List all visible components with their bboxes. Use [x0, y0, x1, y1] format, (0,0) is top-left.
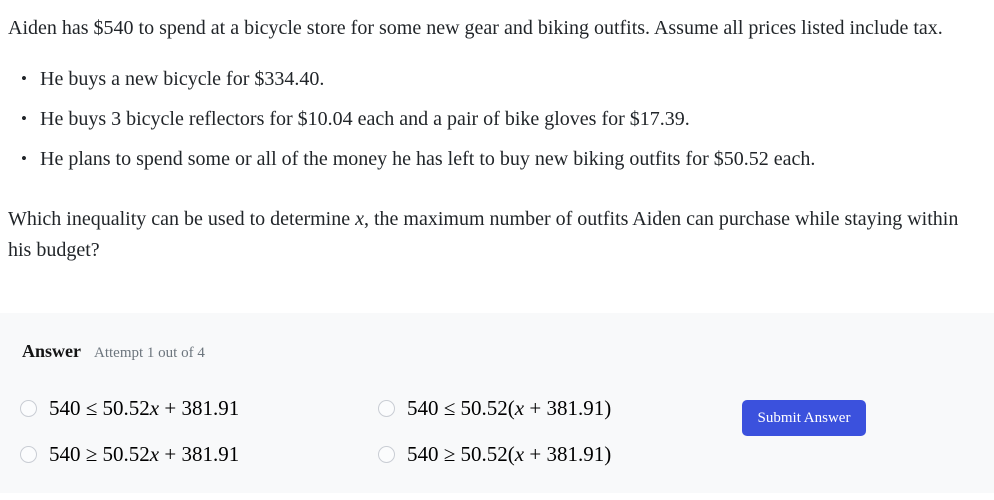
answer-option-3[interactable]: 540 ≥ 50.52x + 381.91 [20, 439, 378, 469]
question-text: , the maximum number of outfits Aiden ca… [8, 208, 959, 261]
math-text: + 381.91 [159, 441, 240, 466]
problem-bullet-list: • He buys a new bicycle for $334.40. • H… [8, 64, 968, 175]
problem-intro: Aiden has $540 to spend at a bicycle sto… [8, 17, 943, 39]
math-variable: x [149, 441, 160, 466]
radio-button-icon[interactable] [378, 445, 395, 463]
math-variable: x [355, 208, 364, 230]
answer-header: Answer Attempt 1 out of 4 [22, 341, 205, 362]
list-item: • He buys 3 bicycle reflectors for $10.0… [8, 104, 968, 135]
radio-button-icon[interactable] [20, 399, 37, 417]
math-text: + 381.91 [159, 395, 240, 420]
math-variable: x [149, 395, 160, 420]
problem-question: Which inequality can be used to determin… [8, 204, 968, 266]
attempt-counter: Attempt 1 out of 4 [94, 345, 205, 361]
bullet-text: He buys 3 bicycle reflectors for $10.04 … [40, 108, 690, 130]
bullet-icon: • [21, 69, 27, 88]
math-text: 540 ≥ 50.52( [407, 441, 515, 466]
answer-panel: Answer Attempt 1 out of 4 540 ≤ 50.52x +… [0, 313, 994, 493]
option-math-expression: 540 ≤ 50.52(x + 381.91) [407, 396, 611, 421]
math-variable: x [514, 441, 525, 466]
answer-heading: Answer [22, 341, 81, 361]
question-text: Which inequality can be used to determin… [8, 208, 356, 230]
math-text: + 381.91) [524, 395, 612, 420]
math-text: + 381.91) [524, 441, 612, 466]
answer-option-1[interactable]: 540 ≤ 50.52x + 381.91 [20, 393, 378, 423]
math-text: 540 ≥ 50.52 [49, 441, 150, 466]
bullet-icon: • [21, 149, 27, 168]
submit-answer-button[interactable]: Submit Answer [742, 400, 866, 436]
radio-button-icon[interactable] [378, 399, 395, 417]
math-text: 540 ≤ 50.52( [407, 395, 515, 420]
answer-options-grid: 540 ≤ 50.52x + 381.91 540 ≤ 50.52(x + 38… [20, 393, 611, 469]
list-item: • He plans to spend some or all of the m… [8, 144, 968, 175]
option-math-expression: 540 ≤ 50.52x + 381.91 [49, 396, 239, 421]
bullet-text: He buys a new bicycle for $334.40. [40, 68, 325, 90]
list-item: • He buys a new bicycle for $334.40. [8, 64, 968, 95]
answer-option-4[interactable]: 540 ≥ 50.52(x + 381.91) [378, 439, 611, 469]
answer-option-2[interactable]: 540 ≤ 50.52(x + 381.91) [378, 393, 611, 423]
bullet-text: He plans to spend some or all of the mon… [40, 148, 816, 170]
bullet-icon: • [21, 109, 27, 128]
math-variable: x [514, 395, 525, 420]
math-text: 540 ≤ 50.52 [49, 395, 150, 420]
problem-statement: Aiden has $540 to spend at a bicycle sto… [8, 17, 968, 266]
option-math-expression: 540 ≥ 50.52(x + 381.91) [407, 442, 611, 467]
option-math-expression: 540 ≥ 50.52x + 381.91 [49, 442, 239, 467]
radio-button-icon[interactable] [20, 445, 37, 463]
